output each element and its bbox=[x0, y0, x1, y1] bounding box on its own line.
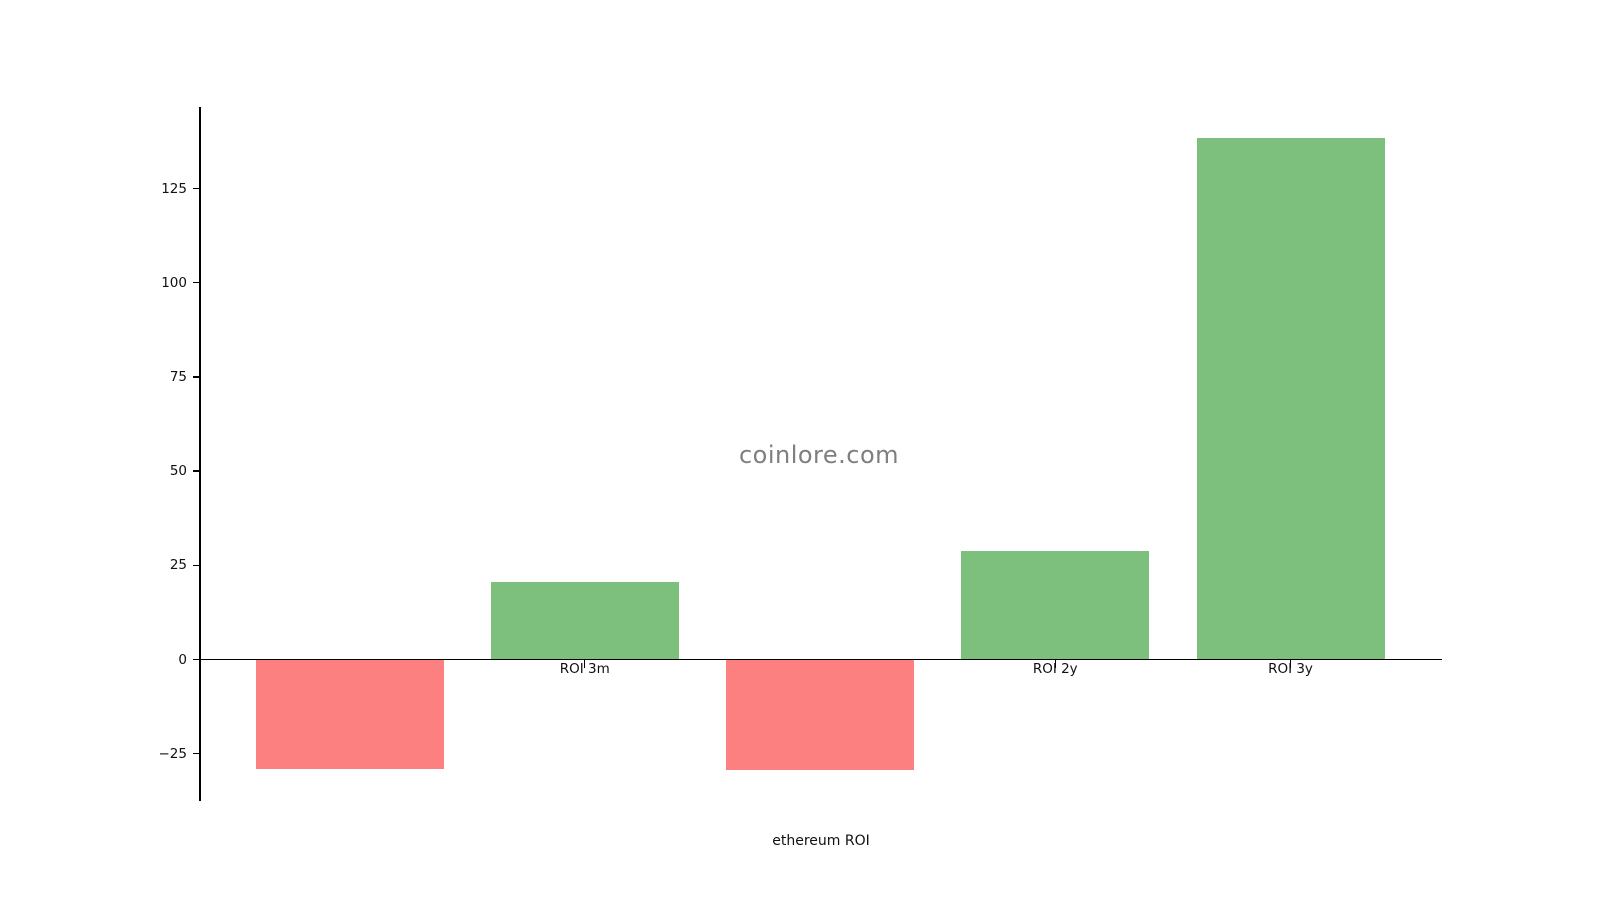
x-tick-label: ROI 2y bbox=[1032, 661, 1078, 677]
y-tick-mark bbox=[193, 564, 200, 566]
watermark-text: coinlore.com bbox=[738, 441, 900, 469]
y-tick-mark bbox=[193, 282, 200, 284]
x-axis-line bbox=[200, 658, 1442, 661]
y-axis-line bbox=[199, 107, 201, 801]
x-tick-mark bbox=[1054, 659, 1056, 668]
x-axis-title: ethereum ROI bbox=[772, 833, 870, 849]
bar-roi-3y bbox=[1196, 138, 1385, 660]
x-tick-mark bbox=[584, 659, 586, 668]
y-tick-label: 75 bbox=[169, 368, 187, 385]
x-tick-mark bbox=[1289, 659, 1292, 668]
y-tick-label: 50 bbox=[169, 463, 187, 480]
y-tick-label: 100 bbox=[161, 274, 187, 291]
bar-roi-2y bbox=[961, 550, 1150, 660]
bar-category-3 bbox=[726, 659, 914, 770]
y-tick-mark bbox=[193, 470, 200, 472]
y-tick-mark bbox=[193, 376, 200, 378]
y-tick-label: −25 bbox=[158, 745, 188, 762]
bar-category-1 bbox=[255, 659, 444, 770]
y-tick-label: 0 bbox=[178, 651, 187, 668]
y-tick-mark bbox=[193, 187, 200, 190]
y-tick-label: 125 bbox=[161, 180, 187, 197]
x-tick-label: ROI 3m bbox=[559, 661, 610, 677]
x-tick-label: ROI 3y bbox=[1268, 661, 1313, 677]
y-tick-mark bbox=[193, 658, 200, 661]
y-tick-mark bbox=[193, 753, 200, 755]
bar-roi-3m bbox=[490, 581, 679, 660]
y-tick-label: 25 bbox=[169, 557, 187, 574]
